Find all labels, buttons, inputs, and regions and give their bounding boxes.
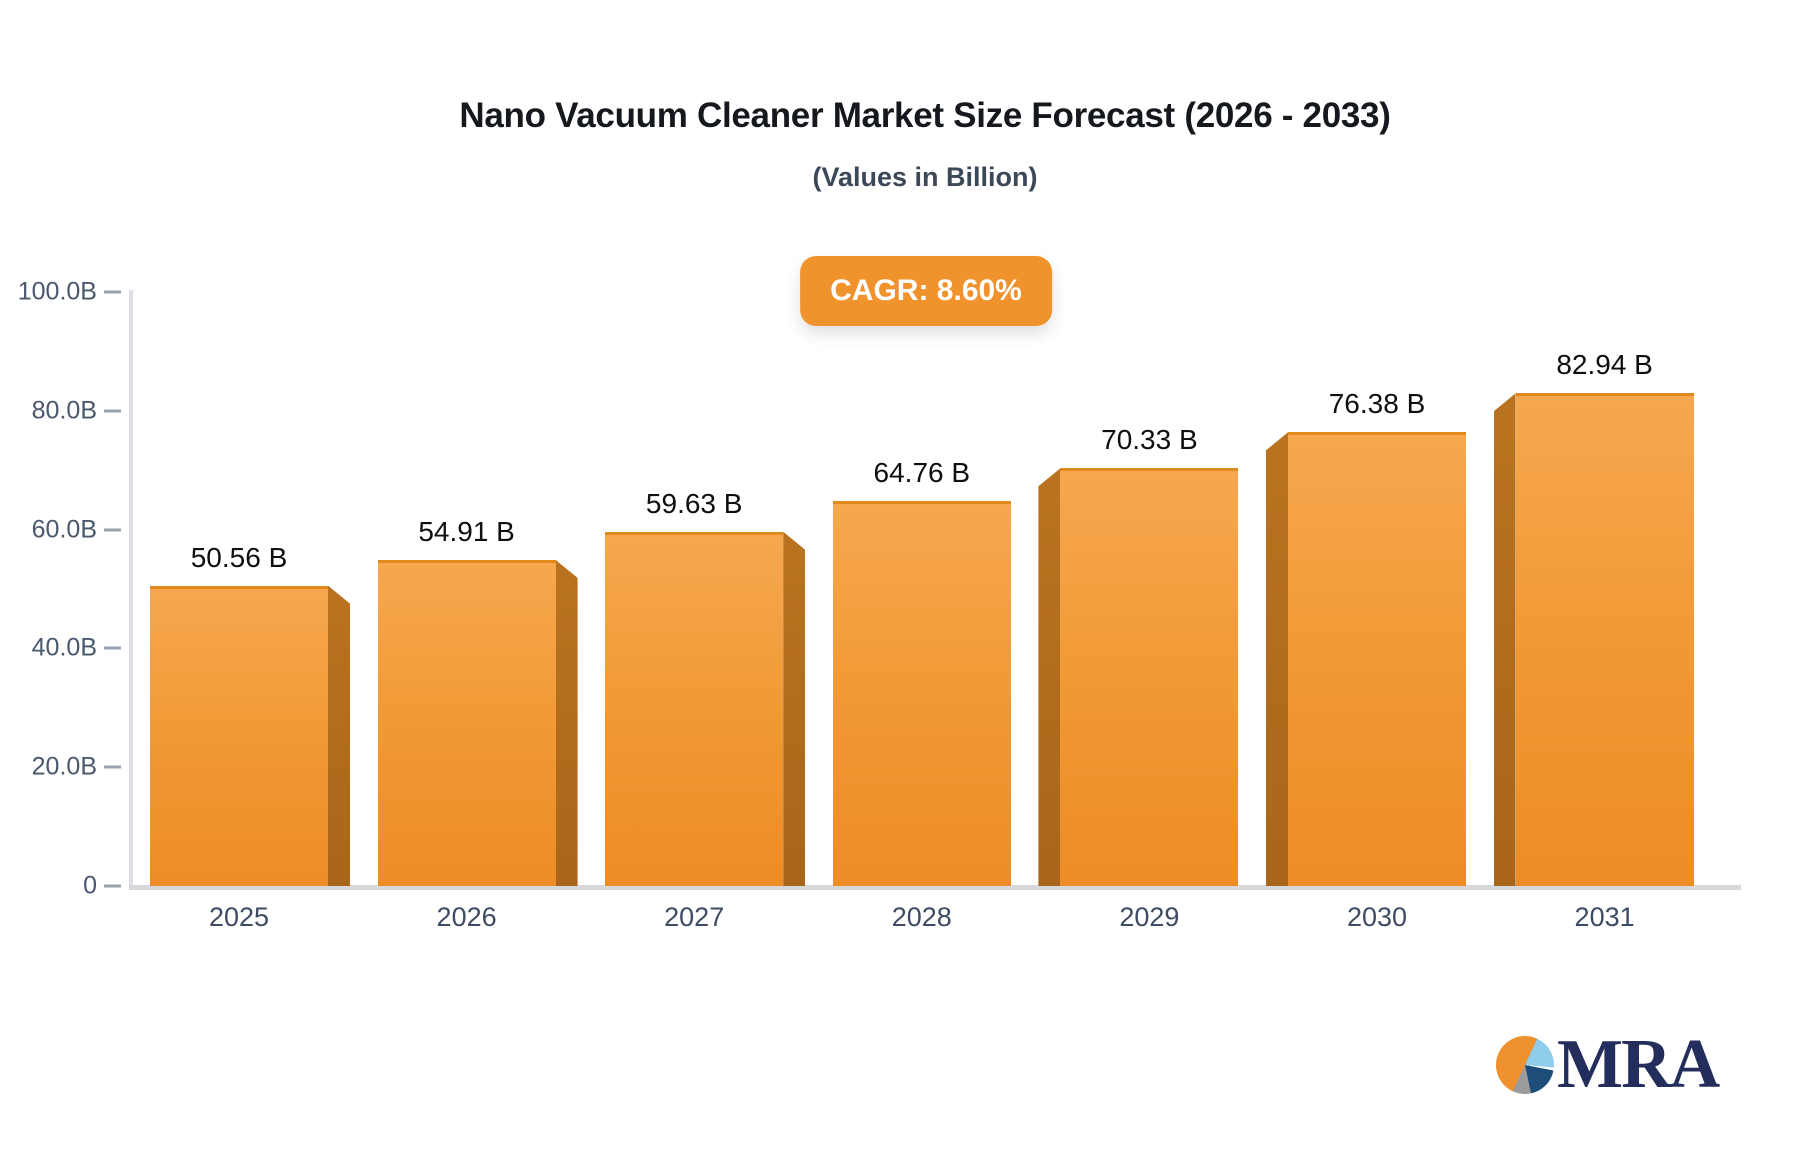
y-tick-label: 0 [83, 871, 97, 900]
y-tick-mark [104, 290, 121, 294]
bar-face[interactable] [1060, 468, 1239, 886]
y-axis-line [129, 290, 133, 888]
bar-value-label: 76.38 B [1328, 388, 1426, 420]
x-tick-label: 2027 [664, 902, 725, 932]
bar-value-label: 59.63 B [645, 487, 743, 519]
chart-title: Nano Vacuum Cleaner Market Size Forecast… [459, 96, 1391, 135]
bar-face[interactable] [150, 585, 328, 886]
bar-face[interactable] [377, 559, 556, 886]
x-tick-label: 2028 [891, 902, 952, 932]
bar-side-face [1038, 468, 1061, 886]
bar-face[interactable] [1515, 393, 1694, 886]
bar-value-label: 54.91 B [418, 515, 515, 547]
y-tick-mark [104, 528, 121, 532]
y-tick-label: 100.0B [17, 277, 97, 306]
bar-side-face [783, 531, 806, 886]
y-tick-mark [104, 646, 121, 650]
x-axis-line [129, 885, 1741, 890]
cagr-badge: CAGR: 8.60% [800, 256, 1052, 326]
y-tick-label: 80.0B [31, 396, 97, 425]
bar-value-label: 64.76 B [873, 457, 971, 489]
bar-value-label: 82.94 B [1556, 349, 1653, 381]
bar-face[interactable] [605, 531, 784, 886]
bar-face[interactable] [832, 501, 1011, 886]
chart-subtitle: (Values in Billion) [812, 162, 1038, 192]
x-tick-label: 2030 [1346, 902, 1408, 932]
y-tick-label: 20.0B [31, 752, 97, 781]
brand-logo: MRA [1496, 1026, 1720, 1103]
x-tick-label: 2031 [1574, 902, 1635, 932]
brand-logo-text: MRA [1557, 1026, 1720, 1103]
bar-face[interactable] [1288, 432, 1466, 886]
x-tick-label: 2025 [208, 902, 270, 932]
bar-side-face [555, 559, 578, 886]
y-tick-mark [104, 409, 121, 413]
x-tick-label: 2029 [1119, 902, 1180, 932]
y-tick-mark [104, 884, 121, 888]
y-tick-label: 60.0B [31, 515, 97, 544]
bar-side-face [1266, 432, 1288, 886]
bar-value-label: 70.33 B [1101, 424, 1198, 456]
bar-value-label: 50.56 B [190, 541, 288, 573]
pie-chart-icon [1496, 1036, 1554, 1094]
bar-side-face [1493, 393, 1516, 886]
y-tick-mark [104, 765, 121, 769]
bar-side-face [328, 585, 350, 886]
y-tick-label: 40.0B [31, 633, 97, 662]
x-tick-label: 2026 [436, 902, 497, 932]
